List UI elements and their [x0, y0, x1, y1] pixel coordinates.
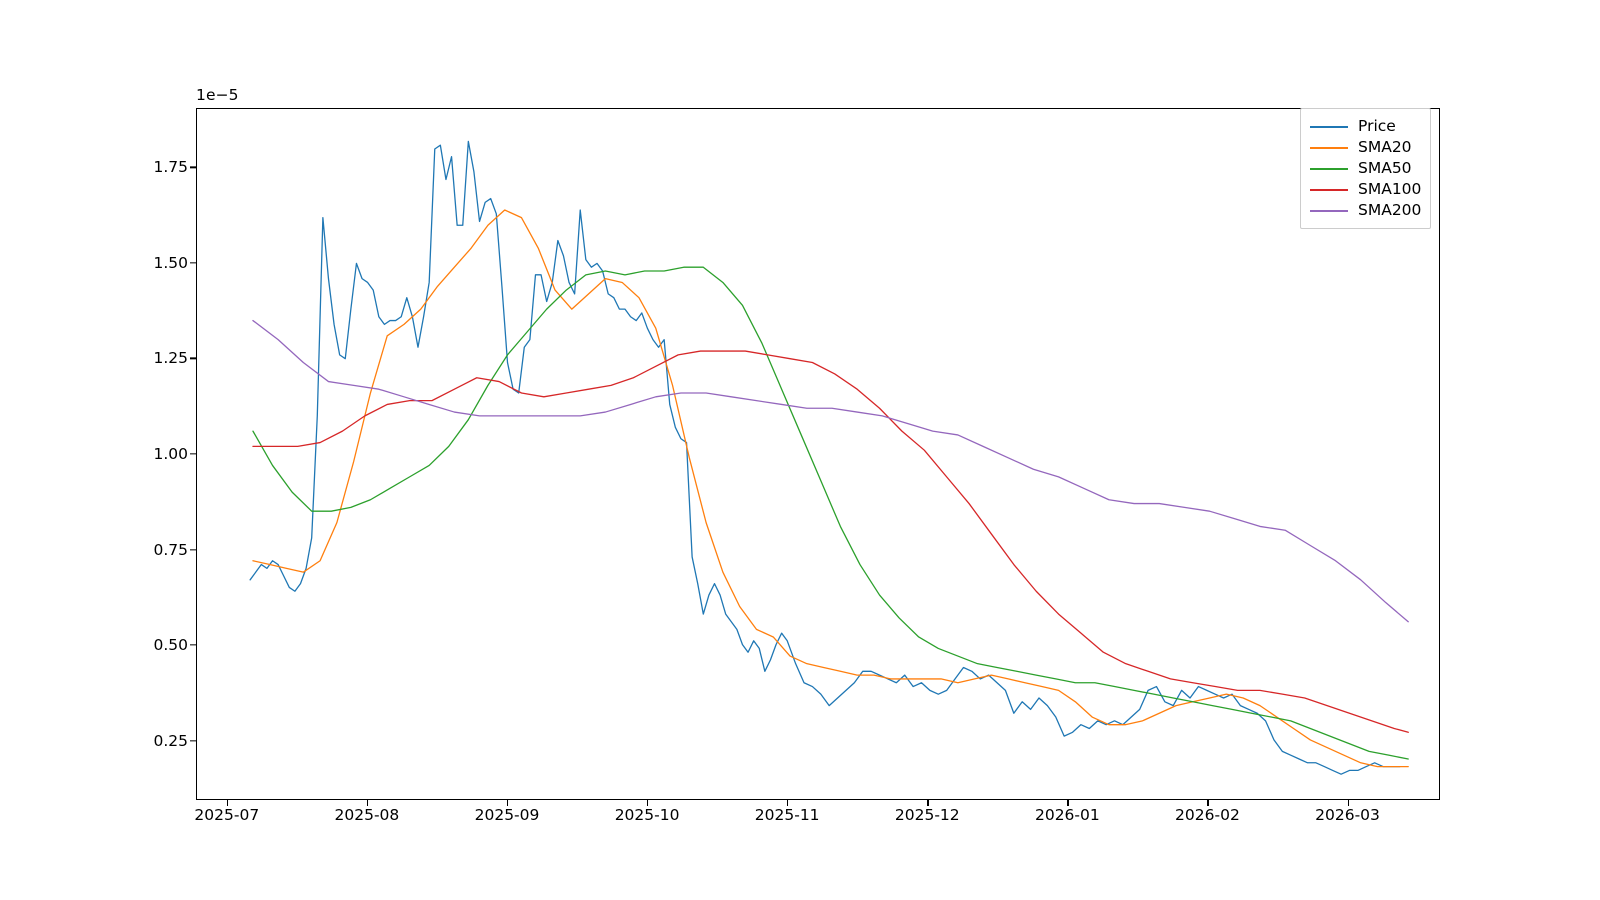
- y-tick-label: 0.50: [153, 636, 188, 655]
- legend-item-sma200: SMA200: [1310, 200, 1421, 221]
- x-tick-label: 2025-07: [194, 806, 260, 824]
- x-tick-label: 2025-08: [334, 806, 400, 824]
- plot-area: [196, 108, 1440, 800]
- y-tick-label: 0.25: [153, 731, 188, 750]
- y-tick-label: 1.25: [153, 349, 188, 368]
- series-line-price: [249, 140, 1401, 775]
- x-tick-mark: [1067, 800, 1069, 806]
- y-tick-label: 1.00: [153, 445, 188, 463]
- y-tick-mark: [190, 262, 196, 264]
- legend: Price SMA20 SMA50 SMA100 SMA200: [1300, 108, 1432, 229]
- y-tick-mark: [190, 548, 196, 551]
- x-tick-mark: [1347, 800, 1349, 806]
- x-tick-mark: [1207, 800, 1209, 806]
- legend-label: SMA100: [1358, 179, 1422, 198]
- series-line-sma100: [252, 350, 1409, 733]
- y-axis-offset-label: 1e−5: [196, 86, 239, 104]
- legend-swatch-sma100-icon: [1310, 188, 1348, 191]
- x-tick-label: 2025-09: [474, 806, 540, 824]
- x-tick-label: 2025-11: [754, 806, 820, 824]
- x-tick-label: 2025-12: [894, 806, 960, 824]
- legend-item-price: Price: [1310, 116, 1421, 137]
- legend-swatch-sma50-icon: [1310, 167, 1348, 170]
- y-tick-mark: [190, 453, 196, 455]
- x-tick-mark: [787, 800, 789, 806]
- y-tick-label: 0.75: [153, 540, 188, 559]
- legend-label: SMA200: [1358, 200, 1422, 219]
- legend-item-sma50: SMA50: [1310, 158, 1421, 179]
- x-tick-mark: [927, 800, 929, 806]
- legend-item-sma20: SMA20: [1310, 137, 1421, 158]
- series-line-sma50: [252, 266, 1409, 760]
- legend-label: Price: [1358, 116, 1396, 135]
- y-tick-mark: [190, 166, 196, 168]
- y-tick-label: 1.50: [153, 253, 188, 272]
- legend-item-sma100: SMA100: [1310, 179, 1421, 200]
- series-line-sma20: [252, 209, 1409, 768]
- x-tick-label: 2026-01: [1034, 806, 1100, 824]
- x-tick-mark: [226, 800, 229, 806]
- x-tick-label: 2025-10: [614, 806, 680, 824]
- legend-label: SMA20: [1358, 137, 1412, 156]
- x-tick-mark: [507, 800, 509, 806]
- series-line-sma200: [252, 319, 1409, 623]
- x-tick-label: 2026-02: [1175, 806, 1240, 824]
- y-tick-mark: [190, 644, 196, 646]
- x-tick-mark: [647, 800, 649, 806]
- y-tick-mark: [190, 357, 196, 360]
- y-tick-mark: [190, 740, 196, 742]
- legend-swatch-price-icon: [1310, 125, 1348, 128]
- y-tick-label: 1.75: [153, 158, 188, 177]
- legend-swatch-sma200-icon: [1310, 209, 1348, 212]
- series-canvas: [249, 140, 1409, 775]
- legend-label: SMA50: [1358, 158, 1412, 177]
- x-tick-mark: [366, 800, 369, 806]
- legend-swatch-sma20-icon: [1310, 146, 1348, 149]
- x-tick-label: 2026-03: [1315, 806, 1380, 824]
